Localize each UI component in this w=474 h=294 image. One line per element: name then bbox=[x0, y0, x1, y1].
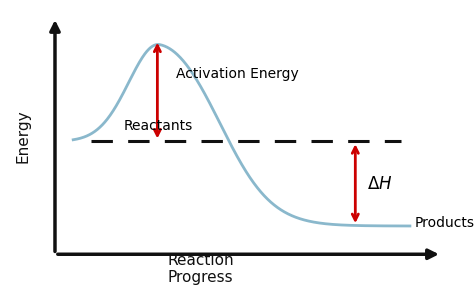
Text: Reaction
Progress: Reaction Progress bbox=[167, 253, 234, 285]
Text: Reactants: Reactants bbox=[123, 119, 192, 133]
Text: Energy: Energy bbox=[16, 109, 31, 163]
Text: $\Delta H$: $\Delta H$ bbox=[367, 175, 392, 193]
Text: Products: Products bbox=[414, 216, 474, 230]
Text: Activation Energy: Activation Energy bbox=[175, 67, 298, 81]
